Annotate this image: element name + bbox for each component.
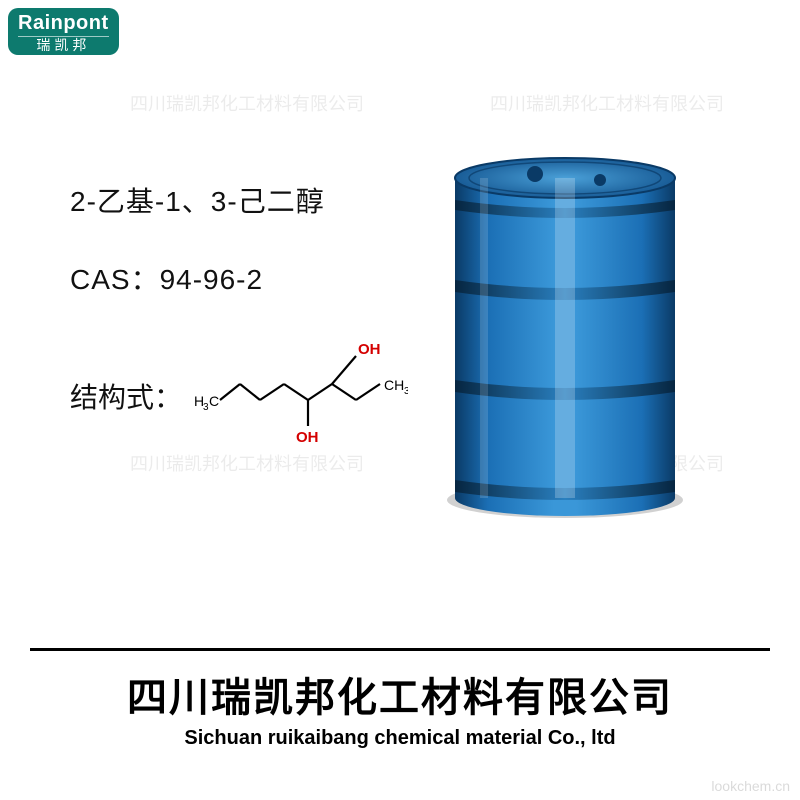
svg-text:3: 3 xyxy=(404,386,408,397)
logo-text-en: Rainpont xyxy=(18,12,109,34)
watermark: 四川瑞凯邦化工材料有限公司 xyxy=(130,90,364,116)
company-name-en: Sichuan ruikaibang chemical material Co.… xyxy=(0,727,800,750)
logo-text-cn: 瑞凯邦 xyxy=(18,36,109,53)
cas-number: CAS：94-96-2 xyxy=(70,258,408,298)
product-info: 2-乙基-1、3-己二醇 CAS：94-96-2 结构式： H 3 C CH 3… xyxy=(70,180,408,456)
product-name: 2-乙基-1、3-己二醇 xyxy=(70,180,408,220)
svg-text:OH: OH xyxy=(358,341,381,358)
divider xyxy=(30,648,770,651)
chemical-structure-diagram: H 3 C CH 3 OH OH xyxy=(188,336,408,456)
source-watermark: lookchem.cn xyxy=(711,778,790,794)
product-drum-image xyxy=(440,150,690,520)
company-footer: 四川瑞凯邦化工材料有限公司 Sichuan ruikaibang chemica… xyxy=(0,648,800,750)
company-name-cn: 四川瑞凯邦化工材料有限公司 xyxy=(0,665,800,723)
watermark: 四川瑞凯邦化工材料有限公司 xyxy=(490,90,724,116)
brand-logo: Rainpont 瑞凯邦 xyxy=(8,8,119,55)
svg-text:OH: OH xyxy=(296,429,319,446)
structure-label: 结构式： xyxy=(70,376,182,416)
svg-text:C: C xyxy=(209,393,219,409)
svg-text:CH: CH xyxy=(384,377,404,393)
